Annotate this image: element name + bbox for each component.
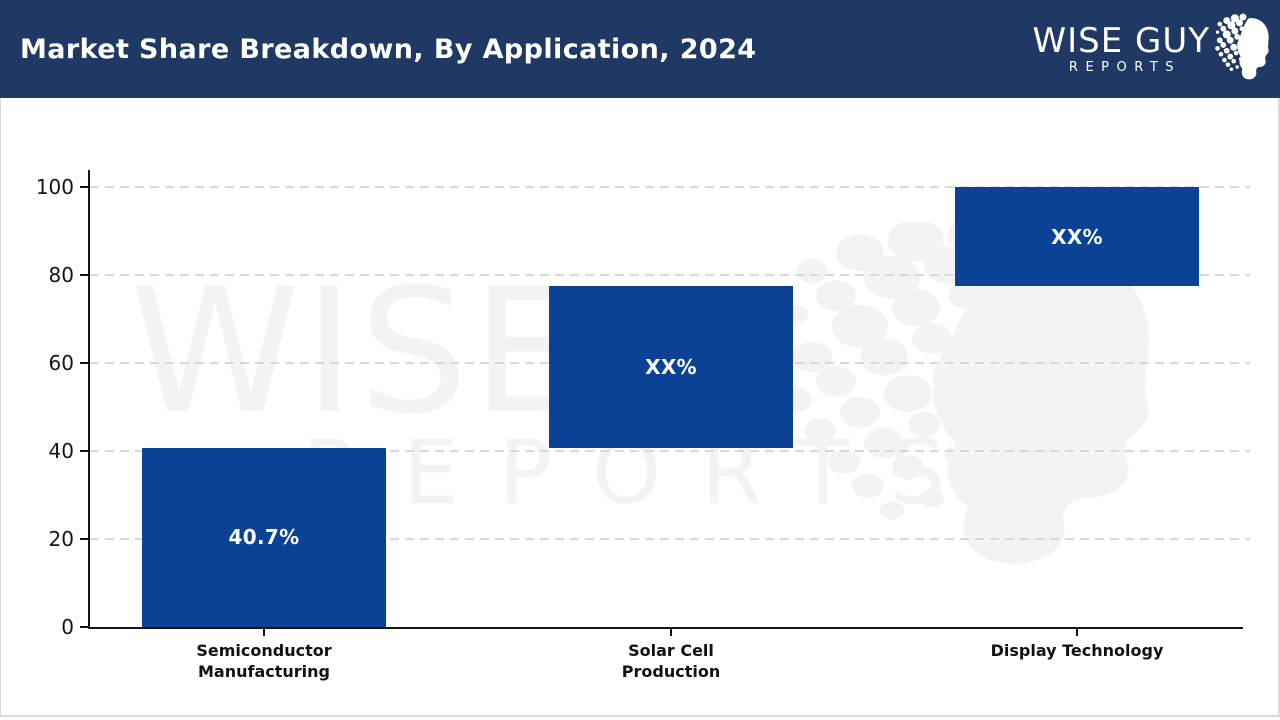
logo-head-icon [1215, 13, 1269, 80]
watermark-wise-text: WISE [130, 251, 585, 452]
gridline [90, 186, 1250, 188]
logo-text: WISE GUY REPORTS [1032, 23, 1210, 76]
y-tick-label: 20 [48, 527, 74, 551]
y-tick-mark [80, 450, 88, 452]
bar-segment: XX% [549, 286, 793, 448]
logo-reports-label: REPORTS [1068, 59, 1182, 75]
y-tick-mark [80, 186, 88, 188]
x-tick-mark [670, 627, 672, 636]
gridline [90, 450, 1250, 452]
y-tick-label: 60 [48, 351, 74, 375]
x-axis-line [88, 627, 1243, 629]
x-tick-mark [1076, 627, 1078, 636]
page-title: Market Share Breakdown, By Application, … [20, 33, 757, 65]
y-tick-mark [80, 538, 88, 540]
y-tick-mark [80, 274, 88, 276]
x-axis-label: Semiconductor Manufacturing [196, 641, 332, 681]
gridline [90, 274, 1250, 276]
y-tick-mark [80, 362, 88, 364]
y-tick-mark [80, 626, 88, 628]
y-tick-label: 40 [48, 439, 74, 463]
y-tick-label: 80 [48, 263, 74, 287]
frame-border [0, 98, 1280, 717]
bar-segment: XX% [955, 187, 1199, 286]
bar-value-label: 40.7% [228, 525, 300, 550]
x-tick-mark [263, 627, 265, 636]
y-tick-label: 100 [35, 175, 74, 199]
bar-value-label: XX% [645, 354, 697, 379]
logo: WISE GUY REPORTS [1032, 0, 1272, 98]
x-axis-label: Display Technology [990, 641, 1164, 660]
bar-value-label: XX% [1051, 224, 1103, 249]
bar-segment: 40.7% [142, 447, 386, 627]
y-tick-label: 0 [61, 615, 74, 639]
y-axis-line [88, 170, 90, 629]
header: Market Share Breakdown, By Application, … [0, 0, 1280, 98]
gridline [90, 538, 1250, 540]
logo-wiseguy-label: WISE GUY [1032, 20, 1210, 61]
x-axis-label: Solar Cell Production [621, 641, 721, 681]
